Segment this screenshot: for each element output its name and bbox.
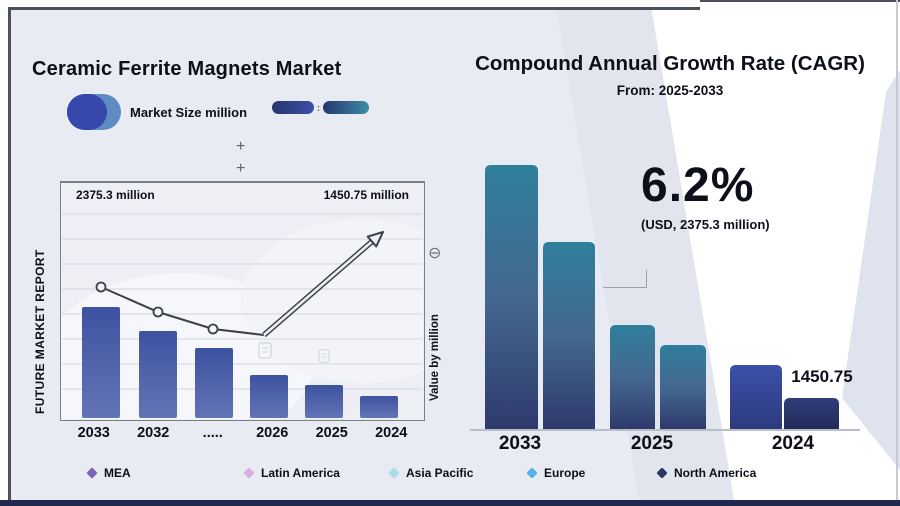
gradient-pill-right <box>323 101 369 114</box>
pill-separator: : <box>317 102 320 113</box>
left-chart-panel <box>60 181 425 421</box>
cagr-grouped-bar-chart <box>470 165 860 431</box>
right-x-tick: 2025 <box>630 433 674 454</box>
legend-label: Europe <box>544 466 586 480</box>
right-x-tick: 2024 <box>771 433 815 454</box>
left-x-axis-labels: 2033 2032 ..... 2026 2025 2024 <box>60 425 425 441</box>
watermark-future-market-report: FUTURE MARKET REPORT <box>33 249 47 414</box>
frame-gutter <box>0 0 8 501</box>
frame-border <box>8 7 11 501</box>
cagr-note: (USD, 2375.3 million) <box>641 217 770 232</box>
x-tick: 2026 <box>256 425 289 441</box>
diamond-icon <box>243 467 255 479</box>
document-icon <box>258 342 272 359</box>
diamond-icon <box>388 467 400 479</box>
frame-border <box>896 0 898 500</box>
right-header: Compound Annual Growth Rate (CAGR) From:… <box>450 52 890 98</box>
x-tick: 2032 <box>137 425 170 441</box>
gradient-pills: : <box>272 101 369 114</box>
frame-border <box>0 500 900 506</box>
x-tick: ..... <box>202 425 223 441</box>
data-label-1450: 1450.75 <box>791 367 853 386</box>
legend-label: Latin America <box>261 466 340 480</box>
frame-border <box>700 0 900 2</box>
page-title: Ceramic Ferrite Magnets Market <box>32 58 342 80</box>
cagr-title: Compound Annual Growth Rate (CAGR) <box>475 52 865 75</box>
plus-icon: + <box>236 160 246 177</box>
diamond-icon <box>86 467 98 479</box>
market-size-label: Market Size million <box>130 104 248 120</box>
y-axis-label: Value by million <box>429 314 441 401</box>
legend-label: Asia Pacific <box>406 466 474 480</box>
legend-item-latin-america: Latin America <box>243 466 340 480</box>
x-tick: 2025 <box>315 425 348 441</box>
plus-icon: + <box>236 138 246 155</box>
legend-item-mea: MEA <box>86 466 131 480</box>
annotation-right: 1450.75 million <box>323 188 409 202</box>
panel-annotations: 2375.3 million 1450.75 million <box>60 188 425 202</box>
market-size-row: Market Size million <box>66 92 247 132</box>
legend-item-europe: Europe <box>526 466 586 480</box>
right-x-tick: 2033 <box>498 433 542 454</box>
legend-item-north-america: North America <box>656 466 757 480</box>
corner-bracket <box>603 270 647 288</box>
cylinder-icon <box>67 94 121 130</box>
cagr-subtitle: From: 2025-2033 <box>616 83 724 98</box>
cagr-value: 6.2% <box>641 159 755 212</box>
frame-gutter <box>0 0 700 7</box>
diamond-icon <box>656 467 668 479</box>
document-icon <box>318 349 330 363</box>
circle-minus-icon: ⊖ <box>428 245 442 262</box>
x-tick: 2033 <box>77 425 110 441</box>
legend-label: MEA <box>104 466 131 480</box>
diamond-icon <box>526 467 538 479</box>
gradient-pill-left <box>272 101 314 114</box>
x-tick: 2024 <box>375 425 408 441</box>
annotation-left: 2375.3 million <box>76 188 155 202</box>
market-size-bar-line-chart <box>61 213 423 419</box>
cagr-block: 6.2% (USD, 2375.3 million) <box>641 158 770 232</box>
legend-label: North America <box>674 466 757 480</box>
frame-border <box>8 7 700 10</box>
legend-item-asia-pacific: Asia Pacific <box>388 466 474 480</box>
